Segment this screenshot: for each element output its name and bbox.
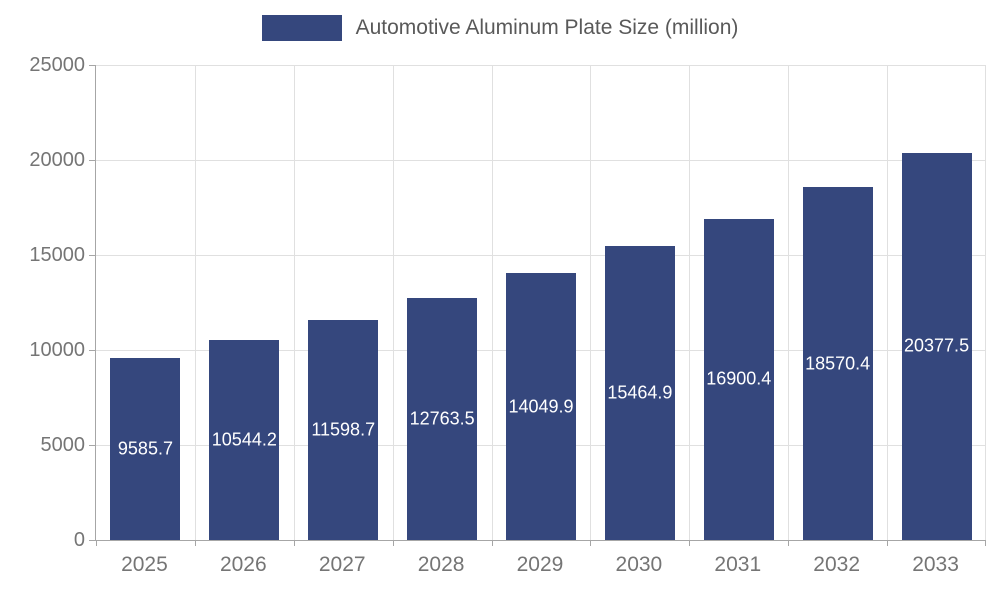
x-tick-label: 2026	[219, 553, 267, 576]
gridline-vertical	[293, 65, 295, 540]
bar[interactable]	[506, 273, 576, 540]
y-tick-label: 20000	[29, 149, 85, 171]
plot-area: 9585.7 10544.2 11598.7 12763.5 14049.9 15464.…	[89, 64, 986, 546]
bar-value-label: 15464.9	[607, 382, 673, 403]
gridline-horizontal	[96, 159, 986, 161]
bar-value-label: 9585.7	[117, 438, 173, 459]
y-axis-tick	[89, 159, 95, 161]
bar[interactable]	[802, 187, 873, 540]
y-tick-label: 0	[73, 529, 85, 551]
x-axis-tick	[985, 540, 986, 546]
x-axis-tick	[293, 540, 295, 546]
bar[interactable]	[407, 297, 478, 540]
bar-value-label: 16900.4	[706, 368, 772, 389]
legend-label: Automotive Aluminum Plate Size (million)	[355, 16, 739, 39]
x-tick-label: 2027	[318, 553, 366, 576]
x-axis-tick	[392, 540, 394, 546]
x-axis-tick	[689, 540, 691, 546]
bar-value-label: 12763.5	[409, 408, 475, 429]
gridline-vertical	[392, 65, 394, 540]
bar[interactable]	[308, 319, 379, 540]
y-axis-labels: 0 5000 10000 15000 20000 25000	[0, 54, 86, 551]
x-tick-label: 2025	[121, 553, 168, 576]
x-axis-tick	[590, 540, 592, 546]
y-axis-tick	[89, 64, 95, 66]
y-tick-label: 5000	[40, 434, 86, 456]
x-tick-label: 2028	[417, 553, 465, 576]
gridline-vertical	[689, 65, 691, 540]
bar-value-label: 10544.2	[211, 429, 277, 450]
gridline-vertical	[887, 65, 889, 540]
y-axis-tick	[89, 444, 95, 446]
y-axis-tick	[89, 539, 95, 541]
bar[interactable]	[703, 218, 774, 540]
x-tick-label: 2033	[912, 553, 959, 576]
y-axis-tick	[89, 349, 95, 351]
bar[interactable]	[110, 357, 181, 540]
gridline-vertical	[985, 65, 986, 540]
gridline-vertical	[788, 65, 790, 540]
bar[interactable]	[604, 246, 675, 540]
x-tick-label: 2029	[516, 553, 564, 576]
gridline-horizontal	[96, 64, 986, 66]
x-tick-label: 2032	[813, 553, 861, 576]
bar-value-label: 20377.5	[904, 335, 970, 356]
x-axis-tick	[194, 540, 196, 546]
x-axis-tick	[887, 540, 889, 546]
bar-value-label: 11598.7	[311, 419, 376, 440]
y-tick-label: 25000	[29, 54, 85, 76]
gridline-vertical	[194, 65, 196, 540]
x-tick-label: 2031	[714, 553, 762, 576]
gridline-vertical	[590, 65, 592, 540]
gridline-vertical	[491, 65, 493, 540]
gridline-horizontal	[96, 254, 986, 256]
bar[interactable]	[901, 152, 972, 540]
x-axis-tick	[96, 540, 97, 546]
legend[interactable]: Automotive Aluminum Plate Size (million)	[0, 14, 1000, 42]
x-axis-labels: 2025 2026 2027 2028 2029 2030 2031 2032 2033	[95, 550, 985, 580]
bar-value-label: 18570.4	[805, 353, 871, 374]
x-tick-label: 2030	[615, 553, 663, 576]
y-tick-label: 10000	[29, 339, 85, 361]
y-axis-tick	[89, 254, 95, 256]
bar-value-label: 14049.9	[508, 396, 574, 417]
bar[interactable]	[209, 339, 280, 540]
x-axis-tick	[491, 540, 493, 546]
y-tick-label: 15000	[29, 244, 85, 266]
legend-swatch-icon	[261, 15, 342, 41]
x-axis-tick	[788, 540, 790, 546]
